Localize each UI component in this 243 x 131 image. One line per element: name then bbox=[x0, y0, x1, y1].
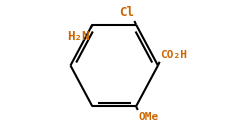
Text: Cl: Cl bbox=[119, 6, 134, 19]
Text: H₂N: H₂N bbox=[67, 30, 90, 43]
Text: CO₂H: CO₂H bbox=[160, 50, 187, 60]
Text: OMe: OMe bbox=[139, 112, 159, 122]
